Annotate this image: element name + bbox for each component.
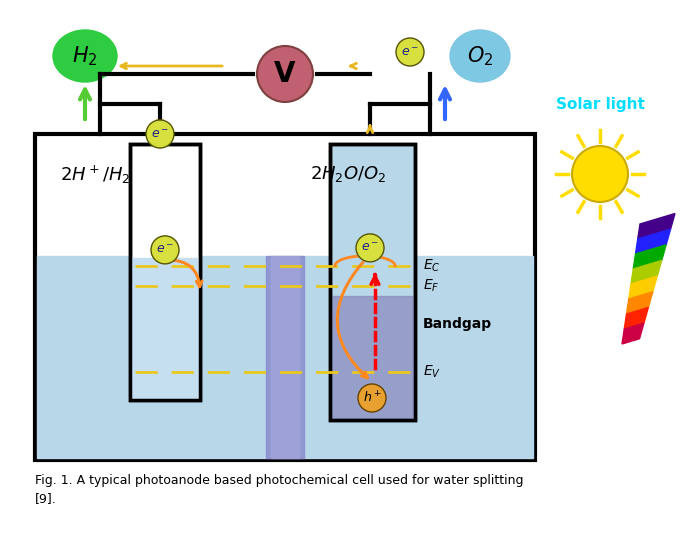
Ellipse shape xyxy=(53,30,117,82)
Bar xyxy=(130,144,200,400)
Polygon shape xyxy=(634,245,666,269)
Bar xyxy=(130,144,200,400)
Circle shape xyxy=(358,384,386,412)
Circle shape xyxy=(356,234,384,262)
Bar xyxy=(37,256,533,458)
Polygon shape xyxy=(636,229,671,254)
Text: Bandgap: Bandgap xyxy=(423,317,492,331)
Text: [9].: [9]. xyxy=(35,492,57,505)
Polygon shape xyxy=(624,308,648,329)
Text: Solar light: Solar light xyxy=(556,97,645,112)
Bar xyxy=(330,144,415,420)
Polygon shape xyxy=(629,276,657,299)
Circle shape xyxy=(396,38,424,66)
Polygon shape xyxy=(631,261,662,284)
Polygon shape xyxy=(626,292,653,314)
Bar xyxy=(132,258,198,398)
Bar xyxy=(332,296,413,418)
Text: $2H^+/H_2$: $2H^+/H_2$ xyxy=(60,164,130,186)
Text: $H_2$: $H_2$ xyxy=(72,44,98,68)
Text: $e^-$: $e^-$ xyxy=(150,128,169,140)
Text: $e^-$: $e^-$ xyxy=(401,45,419,59)
Polygon shape xyxy=(638,214,675,239)
Circle shape xyxy=(146,120,174,148)
Circle shape xyxy=(257,46,313,102)
Text: $E_C$: $E_C$ xyxy=(423,258,440,274)
Polygon shape xyxy=(622,323,644,344)
Text: V: V xyxy=(274,60,295,88)
Bar xyxy=(330,144,415,420)
Text: $E_F$: $E_F$ xyxy=(423,278,440,294)
Bar xyxy=(271,256,299,458)
Ellipse shape xyxy=(450,30,510,82)
Text: $2H_2O/O_2$: $2H_2O/O_2$ xyxy=(310,164,386,184)
Circle shape xyxy=(572,146,628,202)
Text: $E_V$: $E_V$ xyxy=(423,364,441,380)
Bar xyxy=(266,256,304,458)
Text: $e^-$: $e^-$ xyxy=(156,244,174,256)
Circle shape xyxy=(151,236,179,264)
Text: $e^-$: $e^-$ xyxy=(360,241,379,254)
Text: $O_2$: $O_2$ xyxy=(467,44,494,68)
Text: $h^+$: $h^+$ xyxy=(363,390,382,406)
Bar xyxy=(35,134,535,460)
Text: Fig. 1. A typical photoanode based photochemical cell used for water splitting: Fig. 1. A typical photoanode based photo… xyxy=(35,474,524,487)
